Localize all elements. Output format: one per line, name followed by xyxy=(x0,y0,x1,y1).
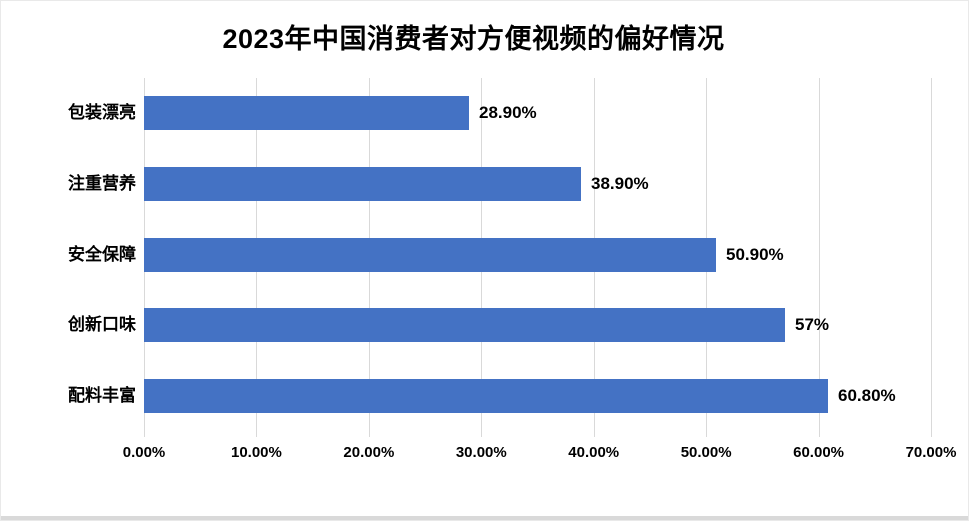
axis-tick xyxy=(368,431,370,437)
axis-tick xyxy=(144,431,145,437)
value-label: 38.90% xyxy=(591,174,649,193)
value-label: 50.90% xyxy=(726,245,784,264)
axis-tick xyxy=(706,431,708,437)
bar-包装漂亮 xyxy=(144,96,469,130)
value-label: 28.90% xyxy=(479,103,537,122)
value-label: 57% xyxy=(795,315,830,334)
x-axis-tick-label: 50.00% xyxy=(680,444,732,461)
bar-安全保障 xyxy=(144,238,716,272)
gridline xyxy=(818,78,820,431)
axis-tick xyxy=(481,431,483,437)
gridline xyxy=(931,78,932,431)
bar-创新口味 xyxy=(144,308,785,342)
x-axis-tick-label: 60.00% xyxy=(793,444,844,461)
axis-tick xyxy=(818,431,820,437)
x-axis-tick-label: 20.00% xyxy=(343,444,395,461)
x-axis-tick-label: 70.00% xyxy=(905,444,957,461)
axis-tick xyxy=(931,431,932,437)
category-label: 创新口味 xyxy=(68,315,136,334)
x-axis-tick-label: 40.00% xyxy=(568,444,620,461)
category-label: 注重营养 xyxy=(68,174,136,193)
axis-tick xyxy=(593,431,595,437)
window-bottom-edge xyxy=(1,516,968,520)
axis-tick xyxy=(256,431,258,437)
x-axis-tick-label: 0.00% xyxy=(122,444,166,461)
value-label: 60.80% xyxy=(838,386,896,405)
category-label: 配料丰富 xyxy=(68,386,136,405)
bar-配料丰富 xyxy=(144,379,828,413)
chart-title: 2023年中国消费者对方便视频的偏好情况 xyxy=(222,24,725,54)
bar-注重营养 xyxy=(144,167,581,201)
category-label: 包装漂亮 xyxy=(68,103,136,122)
x-axis-tick-label: 10.00% xyxy=(230,444,282,461)
category-label: 安全保障 xyxy=(68,245,136,264)
x-axis-tick-label: 30.00% xyxy=(455,444,507,461)
